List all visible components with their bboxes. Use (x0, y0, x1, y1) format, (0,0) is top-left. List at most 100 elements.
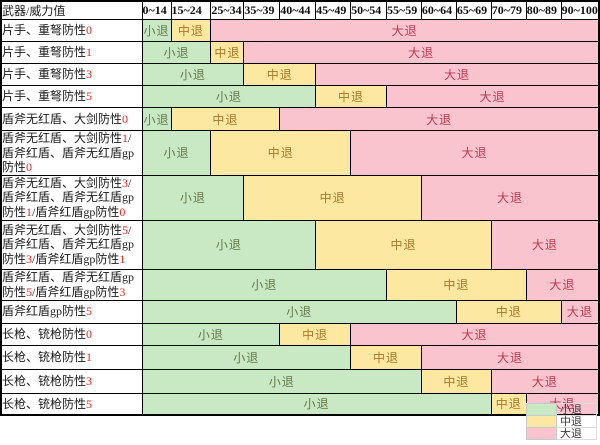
weapon-name-text: 片手、重弩防性 (2, 67, 87, 82)
weapon-name-text: 盾斧红盾、盾斧无红盾gp防性 (2, 270, 135, 299)
resistance-value: 5 (86, 304, 93, 319)
knockback-cell: 大退 (385, 85, 600, 108)
knockback-cell: 小退 (141, 322, 281, 346)
weapon-name-text: /盾斧红盾、盾斧无红盾gp防性 (2, 175, 135, 219)
weapon-row: 片手、重弩防性1 小退 中退 大退 (0, 41, 600, 64)
weapon-row: 盾斧无红盾、大剑防性5/盾斧红盾、盾斧无红盾gp防性3/盾斧红盾gp防性1 小退中… (0, 219, 600, 270)
weapon-name-text: /盾斧红盾gp防性 (32, 251, 120, 266)
knockback-cell: 中退 (170, 107, 281, 131)
knockback-cell: 中退 (210, 130, 352, 176)
resistance-value: 3 (86, 373, 93, 388)
column-header: 50~54 (350, 0, 387, 20)
column-header: 55~59 (385, 0, 422, 20)
knockback-cell: 小退 (141, 219, 317, 270)
knockback-cell: 中退 (210, 41, 245, 64)
weapon-name-text: 长枪、铳枪防性 (2, 396, 87, 411)
weapon-row: 片手、重弩防性5 小退 中退 大退 (0, 85, 600, 108)
resistance-value: 1 (26, 204, 33, 219)
weapon-name-text: /盾斧红盾、盾斧无红盾gp防性 (2, 222, 135, 266)
knockback-cell: 中退 (170, 19, 212, 42)
resistance-value: 5 (26, 284, 33, 299)
knockback-cell: 大退 (420, 344, 600, 370)
weapon-label: 片手、重弩防性5 (0, 85, 143, 108)
weapon-row: 盾斧红盾gp防性5 小退 中退 大退 (0, 299, 600, 324)
weapon-name-text: 盾斧无红盾、大剑防性 (2, 175, 123, 190)
weapon-label: 长枪、铳枪防性3 (0, 368, 143, 394)
weapon-name-text: 片手、重弩防性 (2, 89, 87, 104)
resistance-value: 0 (122, 111, 129, 126)
resistance-value: 1 (122, 131, 129, 145)
column-header: 45~49 (315, 0, 352, 20)
knockback-cell: 小退 (141, 130, 212, 176)
knockback-cell: 小退 (141, 299, 457, 324)
weapon-name-text: 盾斧无红盾、大剑防性 (2, 111, 123, 126)
knockback-cell: 大退 (490, 219, 600, 270)
legend-label: 大退 (557, 427, 597, 440)
legend-item: 大退 (526, 427, 597, 440)
knockback-cell: 中退 (243, 63, 317, 86)
resistance-value: 0 (86, 23, 93, 38)
header-row: 武器/威力值 0~14 15~24 25~34 35~39 40~44 45~49 50~54… (0, 0, 600, 20)
resistance-value: 3 (86, 67, 93, 82)
column-header: 15~24 (170, 0, 212, 20)
knockback-cell: 小退 (141, 85, 317, 108)
resistance-value: 3 (119, 284, 126, 299)
legend-swatch (526, 427, 557, 440)
knockback-cell: 中退 (420, 368, 492, 394)
knockback-cell: 大退 (210, 19, 600, 42)
resistance-value: 0 (26, 160, 33, 174)
knockback-cell: 小退 (141, 63, 245, 86)
knockback-cell: 大退 (350, 130, 600, 176)
knockback-cell: 大退 (560, 299, 600, 324)
knockback-cell: 大退 (315, 63, 600, 86)
knockback-cell: 小退 (141, 392, 492, 416)
column-header: 70~79 (490, 0, 527, 20)
weapon-row: 盾斧无红盾、大剑防性1/盾斧红盾、盾斧无红盾gp防性0 小退 中退 大退 (0, 130, 600, 176)
resistance-value: 5 (86, 396, 93, 411)
weapon-label: 盾斧无红盾、大剑防性5/盾斧红盾、盾斧无红盾gp防性3/盾斧红盾gp防性1 (0, 219, 143, 270)
resistance-value: 3 (26, 251, 33, 266)
resistance-value: 1 (86, 349, 93, 364)
weapon-row: 片手、重弩防性3 小退 中退 大退 (0, 63, 600, 86)
weapon-row: 盾斧无红盾、大剑防性0 小退 中退 大退 (0, 107, 600, 131)
knockback-cell: 小退 (141, 268, 387, 301)
weapon-label: 长枪、铳枪防性0 (0, 322, 143, 346)
weapon-name-text: 片手、重弩防性 (2, 23, 87, 38)
knockback-cell: 大退 (420, 174, 600, 221)
weapon-row: 长枪、铳枪防性5 小退 中退 大退 (0, 392, 600, 416)
weapon-row: 长枪、铳枪防性3 小退 中退 大退 (0, 368, 600, 394)
knockback-cell: 小退 (141, 368, 422, 394)
knockback-cell: 大退 (279, 107, 600, 131)
weapon-label: 盾斧红盾gp防性5 (0, 299, 143, 324)
knockback-cell: 小退 (141, 19, 172, 42)
resistance-value: 1 (86, 45, 93, 60)
column-header: 0~14 (141, 0, 172, 20)
weapon-label: 片手、重弩防性1 (0, 41, 143, 64)
column-header: 90~100 (560, 0, 600, 20)
knockback-cell: 大退 (350, 322, 600, 346)
knockback-cell: 小退 (141, 174, 245, 221)
weapon-label: 长枪、铳枪防性5 (0, 392, 143, 416)
knockback-cell: 中退 (350, 344, 422, 370)
column-header: 80~89 (525, 0, 562, 20)
knockback-table: 武器/威力值 0~14 15~24 25~34 35~39 40~44 45~49 50~54… (0, 0, 600, 416)
knockback-cell: 小退 (141, 344, 352, 370)
knockback-cell: 大退 (243, 41, 600, 64)
knockback-cell: 中退 (455, 299, 562, 324)
knockback-cell: 大退 (525, 268, 600, 301)
weapon-name-text: /盾斧红盾gp防性 (32, 204, 120, 219)
weapon-row: 盾斧红盾、盾斧无红盾gp防性5/盾斧红盾gp防性3 小退 中退 大退 (0, 268, 600, 301)
knockback-cell: 中退 (243, 174, 422, 221)
weapon-label: 盾斧无红盾、大剑防性1/盾斧红盾、盾斧无红盾gp防性0 (0, 130, 143, 176)
column-header: 65~69 (455, 0, 492, 20)
weapon-label: 盾斧无红盾、大剑防性0 (0, 107, 143, 131)
knockback-cell: 中退 (279, 322, 352, 346)
column-header: 25~34 (210, 0, 245, 20)
weapon-row: 长枪、铳枪防性0 小退 中退 大退 (0, 322, 600, 346)
knockback-cell: 大退 (490, 368, 600, 394)
weapon-name-text: /盾斧红盾、盾斧无红盾gp防性 (2, 131, 135, 174)
column-header: 35~39 (243, 0, 281, 20)
weapon-label: 盾斧红盾、盾斧无红盾gp防性5/盾斧红盾gp防性3 (0, 268, 143, 301)
corner-header: 武器/威力值 (0, 0, 143, 20)
